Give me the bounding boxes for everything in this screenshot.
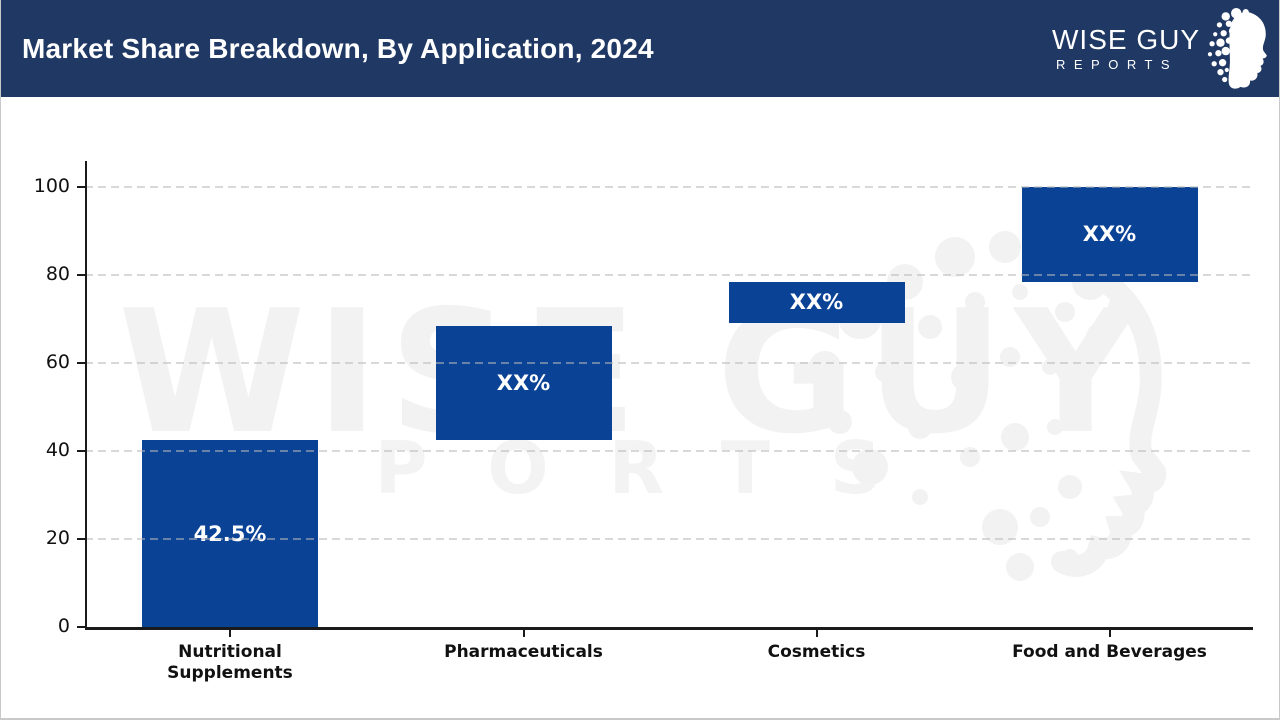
wiseguy-face-icon	[1207, 7, 1267, 89]
page-title: Market Share Breakdown, By Application, …	[22, 32, 654, 64]
wiseguy-logo: WISE GUY REPORTS	[1051, 7, 1270, 90]
bar-nutritional-supplements: 42.5%	[142, 440, 318, 627]
y-tick-label-0: 0	[57, 615, 70, 637]
bar-value-label-cosmetics: XX%	[789, 290, 844, 315]
logo-text-block: WISE GUY REPORTS	[1051, 24, 1200, 72]
gridline-100	[85, 186, 1253, 188]
y-axis-line	[85, 161, 87, 629]
y-tick-mark-0	[77, 626, 85, 628]
gridline-60	[85, 362, 1253, 364]
x-category-label-cosmetics: Cosmetics	[767, 642, 866, 662]
gridline-20	[85, 538, 1253, 540]
y-tick-label-20: 20	[45, 527, 70, 549]
chart-header: Market Share Breakdown, By Application, …	[0, 0, 1280, 97]
y-tick-label-40: 40	[45, 439, 70, 461]
logo-wordmark: WISE GUY	[1051, 24, 1200, 55]
y-tick-mark-20	[77, 538, 85, 540]
gridline-40	[85, 450, 1253, 452]
bar-pharmaceuticals: XX%	[435, 325, 612, 440]
bar-value-label-pharmaceuticals: XX%	[496, 370, 551, 395]
x-category-label-nutritional-supplements: Nutritional Supplements	[167, 642, 293, 684]
y-tick-label-100: 100	[33, 175, 70, 197]
gridlines-layer	[0, 97, 1280, 720]
y-tick-label-60: 60	[45, 351, 70, 373]
x-labels-layer: Nutritional Supplements Pharmaceuticals Co…	[0, 97, 1280, 720]
bar-cosmetics: XX%	[728, 281, 905, 324]
logo-subtitle: REPORTS	[1055, 57, 1179, 72]
y-tick-mark-100	[77, 186, 85, 188]
bars-layer: 42.5% XX% XX% XX%	[0, 97, 1280, 720]
gridline-80	[85, 274, 1253, 276]
x-tick-mark-food-and-beverages	[1108, 630, 1111, 637]
y-tick-label-80: 80	[45, 263, 70, 285]
x-tick-mark-pharmaceuticals	[522, 630, 525, 637]
bar-food-and-beverages: XX%	[1021, 187, 1198, 282]
bar-value-label-food-and-beverages: XX%	[1082, 222, 1137, 247]
y-ticks-layer: 0 20 40 60 80 100	[0, 97, 1280, 720]
plot-area: WISE GUY REPORTS 42.5% XX% XX% XX% 0 20 40 60 8…	[0, 97, 1280, 720]
y-tick-mark-60	[77, 362, 85, 364]
y-tick-mark-80	[77, 274, 85, 276]
x-tick-mark-cosmetics	[815, 630, 818, 637]
x-category-label-pharmaceuticals: Pharmaceuticals	[444, 642, 603, 662]
bar-value-label-nutritional-supplements: 42.5%	[193, 521, 267, 546]
x-axis-line	[85, 627, 1253, 630]
y-tick-mark-40	[77, 450, 85, 452]
x-tick-mark-nutritional-supplements	[229, 630, 231, 637]
x-category-label-food-and-beverages: Food and Beverages	[1012, 642, 1207, 662]
